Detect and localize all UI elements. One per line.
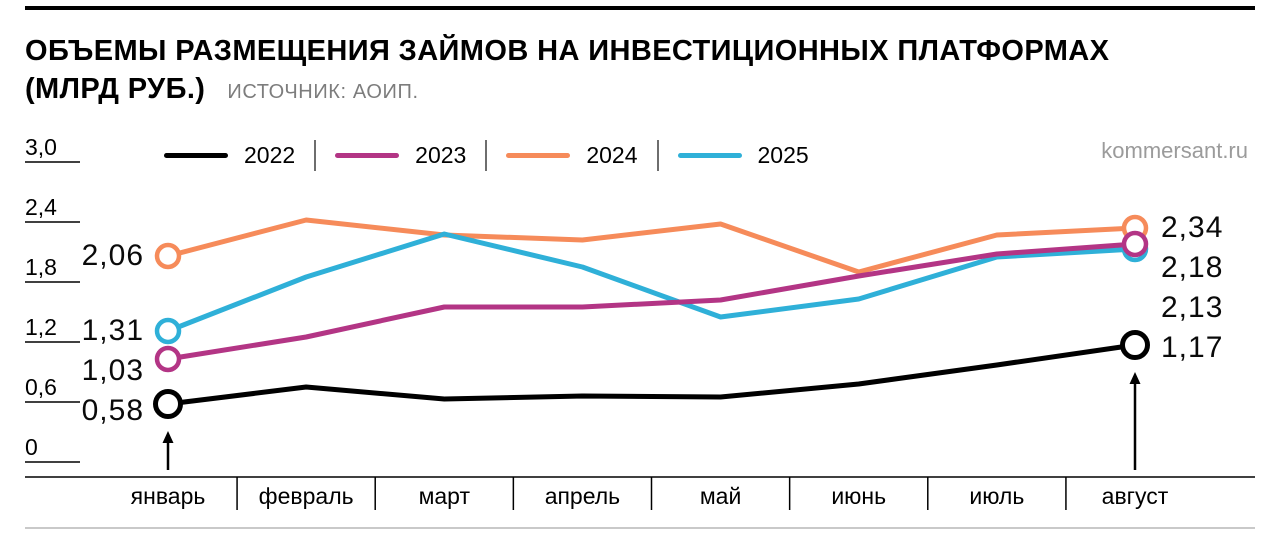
y-tick-label: 0,6 <box>25 374 57 400</box>
x-tick-label: август <box>1102 483 1169 509</box>
value-label: 2,06 <box>82 239 144 272</box>
legend-item-2022: 2022 <box>164 142 295 169</box>
y-tick-label: 1,8 <box>25 254 57 280</box>
legend-label: 2025 <box>757 141 809 168</box>
series-line-2024 <box>165 217 1138 275</box>
chart-title-line2: (МЛРД РУБ.) ИСТОЧНИК: АОИП. <box>25 73 1109 106</box>
y-tick-label: 1,2 <box>25 314 57 340</box>
legend-divider <box>485 139 488 171</box>
value-label: 1,31 <box>82 314 144 347</box>
legend-swatch <box>506 152 571 158</box>
legend: 2022 2023 2024 2025 <box>164 138 809 172</box>
legend-item-2023: 2023 <box>335 142 466 169</box>
series-line-2023 <box>165 241 1138 362</box>
chart-title-line1: ОБЪЕМЫ РАЗМЕЩЕНИЯ ЗАЙМОВ НА ИНВЕСТИЦИОНН… <box>25 35 1110 67</box>
x-tick-label: февраль <box>259 483 354 509</box>
x-tick-label: июль <box>969 483 1024 509</box>
legend-swatch <box>164 152 228 158</box>
y-tick-label: 0 <box>25 434 38 460</box>
chart-title-units: (МЛРД РУБ.) <box>25 72 206 105</box>
bottom-rule <box>25 527 1255 529</box>
legend-divider <box>656 139 659 171</box>
legend-item-2024: 2024 <box>506 141 638 169</box>
value-label: 0,58 <box>82 394 144 427</box>
series-line-2022 <box>165 342 1138 407</box>
point-marker-2023 <box>1121 230 1149 258</box>
point-marker-2025 <box>154 317 182 345</box>
point-marker-2022 <box>1120 330 1150 360</box>
chart-title: ОБЪЕМЫ РАЗМЕЩЕНИЯ ЗАЙМОВ НА ИНВЕСТИЦИОНН… <box>25 34 1109 106</box>
value-label: 2,34 <box>1161 211 1223 244</box>
legend-item-2025: 2025 <box>677 141 809 169</box>
legend-swatch <box>677 152 742 158</box>
annotation-arrow-head <box>1129 372 1141 384</box>
x-tick-label: апрель <box>545 483 620 509</box>
x-tick-label: июнь <box>831 483 886 509</box>
point-marker-2023 <box>154 345 182 373</box>
point-marker-2024 <box>154 242 182 270</box>
chart-source: ИСТОЧНИК: АОИП. <box>227 80 419 103</box>
watermark: kommersant.ru <box>1101 138 1248 163</box>
top-rule <box>25 6 1255 10</box>
point-marker-2022 <box>153 389 183 419</box>
legend-swatch <box>335 152 400 158</box>
y-tick-label: 2,4 <box>25 194 57 220</box>
legend-label: 2024 <box>586 141 638 168</box>
value-label: 2,13 <box>1161 291 1223 324</box>
x-tick-label: март <box>419 483 471 509</box>
x-tick-label: январь <box>131 483 206 509</box>
legend-divider <box>314 139 317 171</box>
x-tick-label: май <box>700 483 741 509</box>
annotation-arrow-head <box>162 431 174 443</box>
y-tick-label: 3,0 <box>25 134 57 160</box>
legend-label: 2022 <box>244 141 296 168</box>
value-label: 1,03 <box>82 354 144 387</box>
value-label: 1,17 <box>1161 331 1223 364</box>
series-line-2025 <box>165 231 1138 334</box>
legend-label: 2023 <box>415 141 467 168</box>
value-label: 2,18 <box>1161 251 1223 284</box>
